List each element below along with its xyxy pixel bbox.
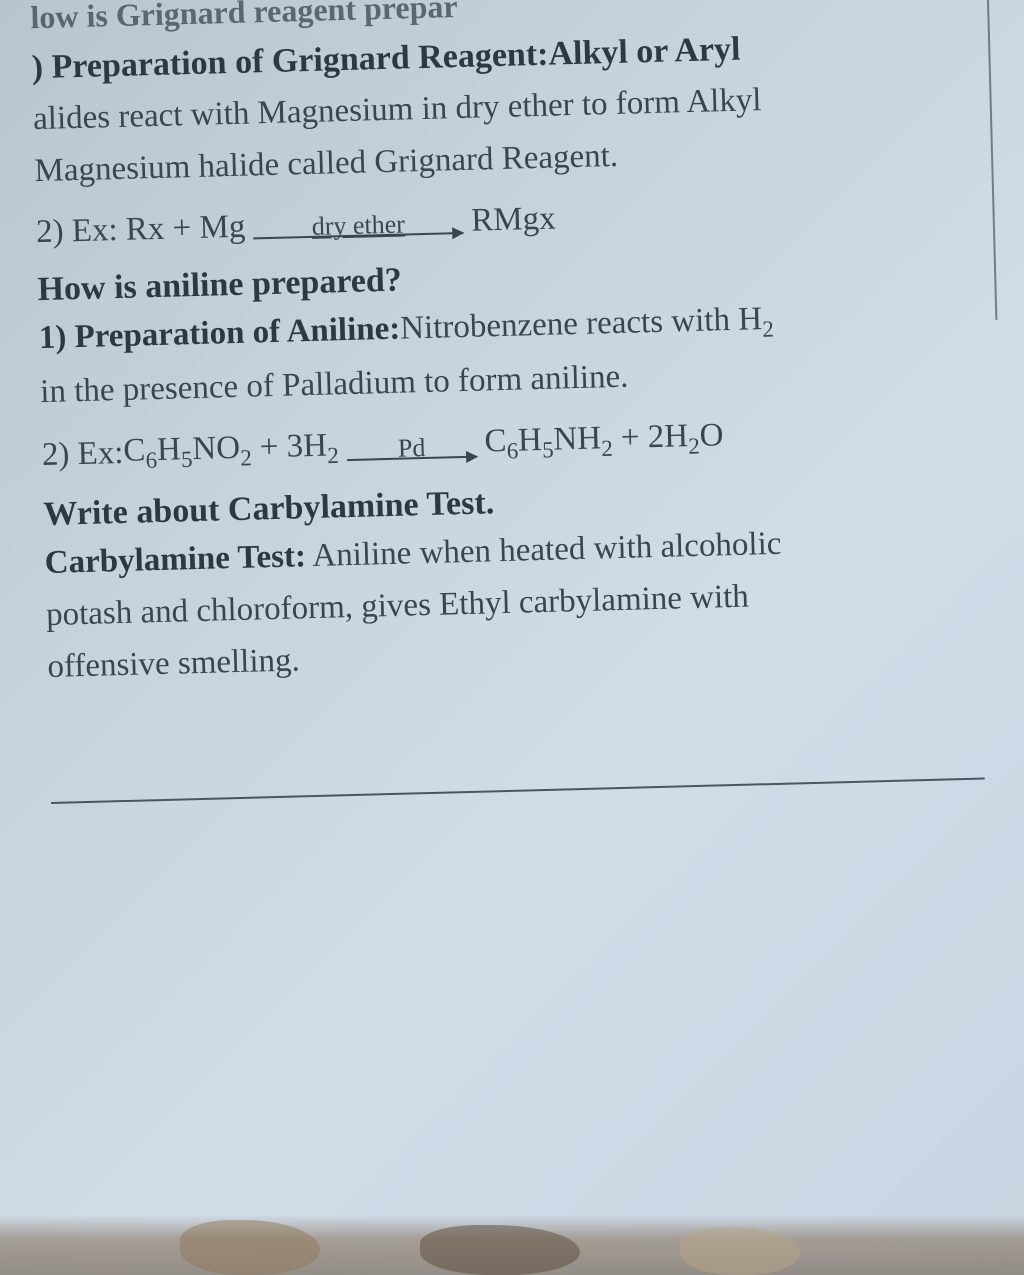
plus: + 3H: [251, 427, 327, 465]
plus-sub: 2: [327, 442, 339, 468]
f-a: C: [123, 432, 146, 469]
camo-patch: [420, 1225, 580, 1275]
r-c: NH: [553, 420, 602, 457]
grignard-equation: 2) Ex: Rx + Mg dry ether RMgx: [36, 190, 971, 251]
s-3: 2: [240, 444, 252, 470]
section1-heading-prefix: ) Preparation of Grignard Reagent:: [31, 36, 549, 87]
f-b: H: [156, 431, 181, 468]
section2-body-a: Nitrobenzene reacts with H: [400, 301, 763, 346]
r-b: H: [518, 422, 543, 459]
eq1-arrow: dry ether: [253, 208, 464, 239]
f-c: NO: [192, 430, 241, 467]
eq2-lhs: C6H5NO2 + 3H2: [123, 427, 339, 474]
aniline-equation: 2) Ex: C6H5NO2 + 3H2 Pd C6H5NH2 + 2H2O: [41, 410, 976, 476]
eq1-prefix: 2) Ex:: [36, 212, 119, 251]
r-d: O: [699, 417, 724, 454]
eq2-arrow: Pd: [346, 431, 477, 460]
section-divider: [51, 777, 985, 803]
textbook-page: low is Grignard reagent prepar ) Prepara…: [0, 0, 1024, 845]
eq1-rhs: RMgx: [471, 200, 556, 239]
rs-2: 5: [542, 436, 554, 462]
r-a: C: [484, 423, 507, 460]
r-plus: + 2H: [612, 418, 688, 456]
section3-body-a: Aniline when heated with alcoholic: [305, 526, 781, 574]
s-1: 6: [145, 446, 157, 472]
s-2: 5: [181, 446, 193, 472]
section1-heading-rest: Alkyl or Aryl: [548, 31, 741, 73]
section2-body-sub: 2: [762, 315, 774, 341]
rs-3: 2: [601, 435, 613, 461]
section2-sub-heading: 1) Preparation of Aniline:: [38, 311, 400, 356]
eq1-lhs: Rx + Mg: [125, 209, 245, 249]
eq2-prefix: 2) Ex:: [41, 435, 124, 474]
camo-patch: [680, 1227, 800, 1275]
rs-4: 2: [688, 432, 700, 458]
section3-sub-heading: Carbylamine Test:: [44, 539, 306, 582]
eq2-rhs: C6H5NH2 + 2H2O: [484, 417, 724, 465]
